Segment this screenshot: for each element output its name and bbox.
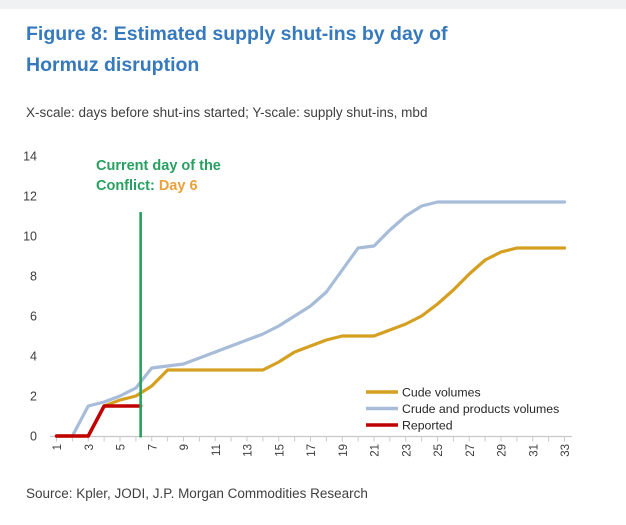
x-tick-label: 23	[401, 444, 413, 457]
annotation-conflict-label: Conflict:	[96, 178, 159, 194]
x-tick-label: 25	[433, 444, 445, 457]
x-tick-label: 19	[338, 444, 350, 457]
x-tick-label: 33	[560, 444, 572, 457]
y-tick-label: 12	[23, 190, 37, 204]
y-tick-label: 4	[30, 350, 37, 364]
y-tick-label: 14	[23, 150, 37, 164]
figure-title: Figure 8: Estimated supply shut-ins by d…	[26, 19, 606, 81]
y-tick-label: 6	[30, 310, 37, 324]
legend-label-reported: Reported	[402, 418, 453, 432]
x-tick-label: 31	[528, 444, 540, 457]
x-tick-label: 29	[497, 444, 509, 457]
figure-title-line1: Figure 8: Estimated supply shut-ins by d…	[26, 23, 448, 45]
x-tick-label: 9	[179, 444, 191, 450]
annotation-day-value: Day 6	[159, 178, 198, 194]
x-tick-label: 7	[147, 444, 159, 450]
x-tick-label: 15	[274, 444, 286, 457]
series-line-reported	[54, 404, 143, 438]
top-edge-strip	[0, 0, 626, 9]
x-tick-label: 21	[370, 444, 382, 457]
x-tick-label: 3	[84, 444, 96, 450]
legend-label-crude-and-products-volumes: Crude and products volumes	[402, 402, 559, 416]
annotation-line2: Conflict: Day 6	[96, 178, 198, 194]
y-tick-label: 0	[30, 430, 37, 444]
figure-title-line2: Hormuz disruption	[26, 54, 200, 76]
y-tick-label: 8	[30, 270, 37, 284]
x-tick-label: 13	[243, 444, 255, 457]
y-tick-label: 10	[23, 230, 37, 244]
x-tick-label: 17	[306, 444, 318, 457]
y-tick-label: 2	[30, 390, 37, 404]
legend-label-crude-volumes: Cude volumes	[402, 385, 481, 399]
annotation-line1: Current day of the	[96, 158, 221, 174]
x-tick-label: 5	[116, 444, 128, 450]
x-tick-label: 1	[52, 444, 64, 450]
figure-subtitle: X-scale: days before shut-ins started; Y…	[26, 105, 428, 120]
x-tick-label: 27	[465, 444, 477, 457]
x-tick-label: 11	[211, 444, 223, 456]
source-note: Source: Kpler, JODI, J.P. Morgan Commodi…	[26, 486, 368, 501]
